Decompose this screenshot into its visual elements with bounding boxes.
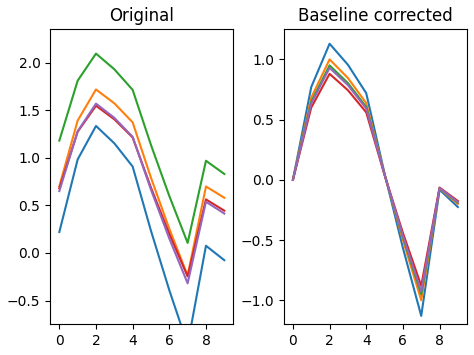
Title: Baseline corrected: Baseline corrected xyxy=(298,7,453,25)
Title: Original: Original xyxy=(109,7,174,25)
